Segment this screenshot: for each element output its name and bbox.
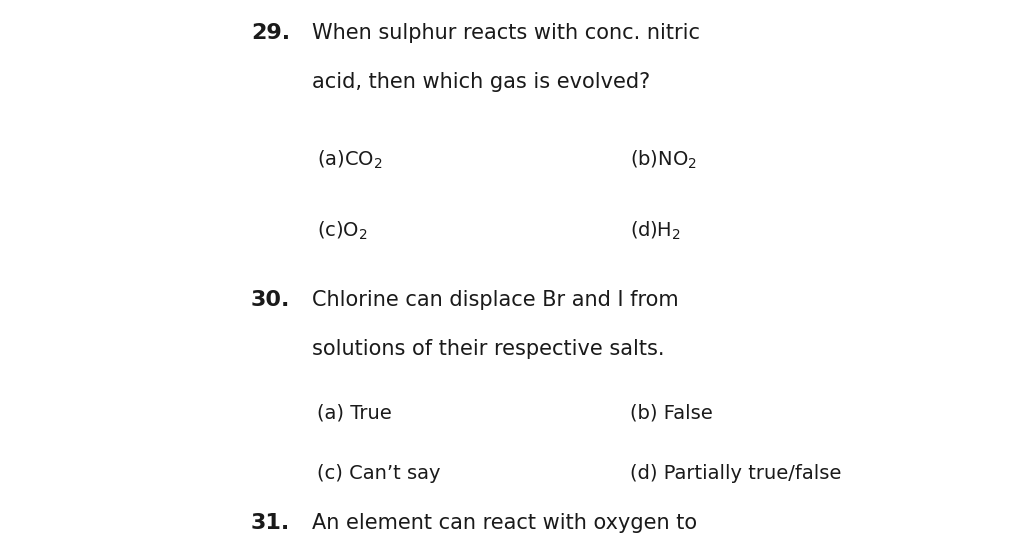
- Text: An element can react with oxygen to: An element can react with oxygen to: [312, 513, 697, 533]
- Text: 29.: 29.: [251, 23, 290, 42]
- Text: acid, then which gas is evolved?: acid, then which gas is evolved?: [312, 72, 650, 92]
- Text: (d)H$_2$: (d)H$_2$: [630, 220, 680, 242]
- Text: (b) False: (b) False: [630, 404, 713, 423]
- Text: (a)CO$_2$: (a)CO$_2$: [317, 148, 383, 171]
- Text: (c)O$_2$: (c)O$_2$: [317, 220, 369, 242]
- Text: Chlorine can displace Br and I from: Chlorine can displace Br and I from: [312, 290, 679, 310]
- Text: 31.: 31.: [251, 513, 290, 533]
- Text: (d) Partially true/false: (d) Partially true/false: [630, 464, 841, 483]
- Text: (b)NO$_2$: (b)NO$_2$: [630, 148, 696, 171]
- Text: (a) True: (a) True: [317, 404, 392, 423]
- Text: When sulphur reacts with conc. nitric: When sulphur reacts with conc. nitric: [312, 23, 700, 42]
- Text: 30.: 30.: [251, 290, 290, 310]
- Text: solutions of their respective salts.: solutions of their respective salts.: [312, 339, 665, 359]
- Text: (c) Can’t say: (c) Can’t say: [317, 464, 441, 483]
